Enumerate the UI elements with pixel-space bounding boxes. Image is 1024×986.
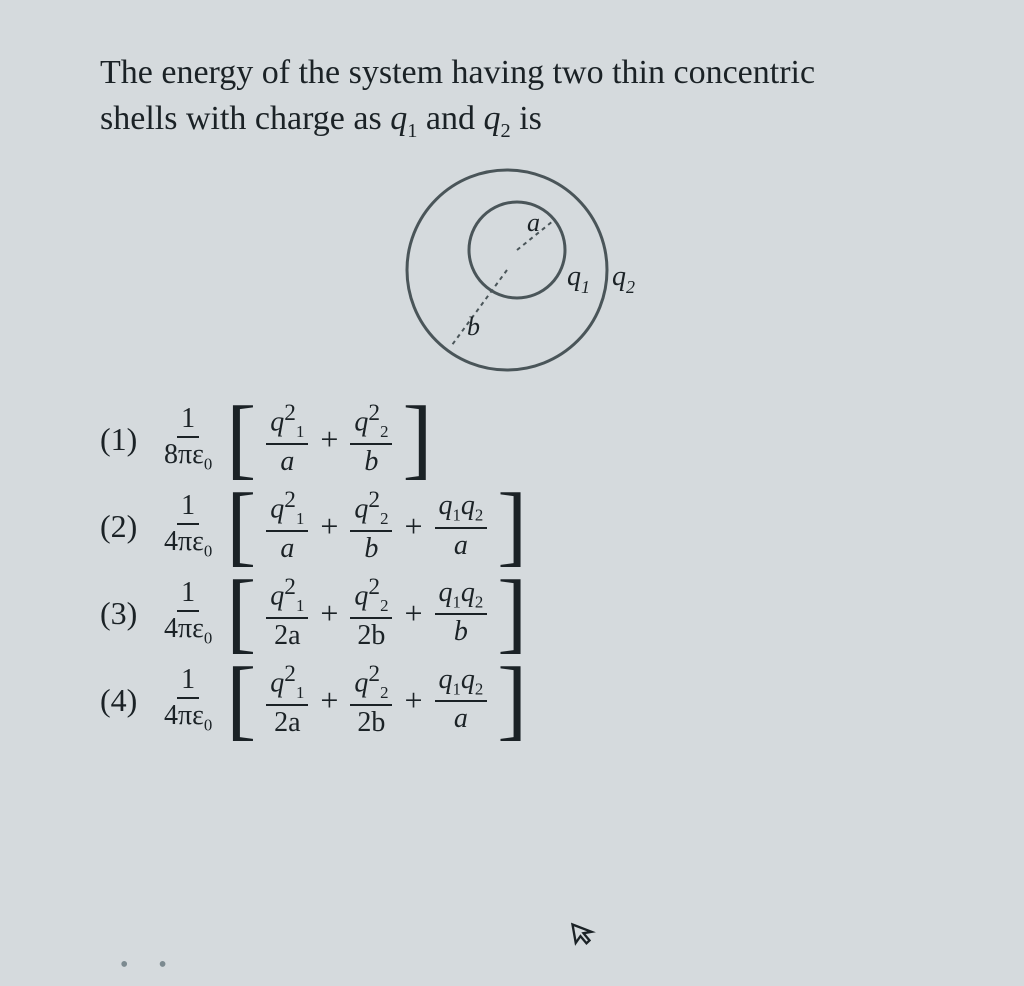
lbracket-icon: [ [224,407,258,470]
label-q1: q1 [567,261,590,297]
var-q2: q [484,100,501,137]
coef-3: 1 4πε0 [160,578,216,647]
var-q2-sub: 2 [501,120,511,142]
option-2-expression: 1 4πε0 [ q21 a + q22 b + q1q2 a ] [160,488,529,563]
coef-1: 1 8πε0 [160,404,216,473]
option-2-number: (2) [100,510,160,542]
q-line1: The energy of the system having two thin… [100,54,815,91]
page-dots: • • [120,952,179,979]
option-1-number: (1) [100,423,160,455]
options-list: (1) 1 8πε0 [ q21 a + q22 b ] [100,401,964,737]
option-4-expression: 1 4πε0 [ q21 2a + q22 2b + q1q2 a ] [160,662,529,737]
var-q1: q [390,100,407,137]
coef-2: 1 4πε0 [160,491,216,560]
rbracket-icon: ] [400,407,434,470]
physics-question-page: The energy of the system having two thin… [0,0,1024,986]
coef-4: 1 4πε0 [160,665,216,734]
diagram-container: a b q1 q2 [100,155,964,385]
q-is: is [511,100,542,137]
option-3[interactable]: (3) 1 4πε0 [ q21 2a + q22 2b + q1q2 [100,575,964,650]
label-b: b [467,312,480,341]
option-1[interactable]: (1) 1 8πε0 [ q21 a + q22 b ] [100,401,964,476]
q-line2-prefix: shells with charge as [100,100,390,137]
option-1-expression: 1 8πε0 [ q21 a + q22 b ] [160,401,434,476]
option-3-number: (3) [100,597,160,629]
option-4-number: (4) [100,684,160,716]
label-a: a [527,208,540,237]
option-4[interactable]: (4) 1 4πε0 [ q21 2a + q22 2b + q1q2 [100,662,964,737]
question-text: The energy of the system having two thin… [100,50,964,145]
q-and: and [417,100,483,137]
option-3-expression: 1 4πε0 [ q21 2a + q22 2b + q1q2 b ] [160,575,529,650]
label-q2: q2 [612,261,635,297]
var-q1-sub: 1 [407,120,417,142]
option-2[interactable]: (2) 1 4πε0 [ q21 a + q22 b + q1q2 [100,488,964,563]
cursor-icon [567,916,601,956]
concentric-shells-diagram: a b q1 q2 [367,155,697,385]
